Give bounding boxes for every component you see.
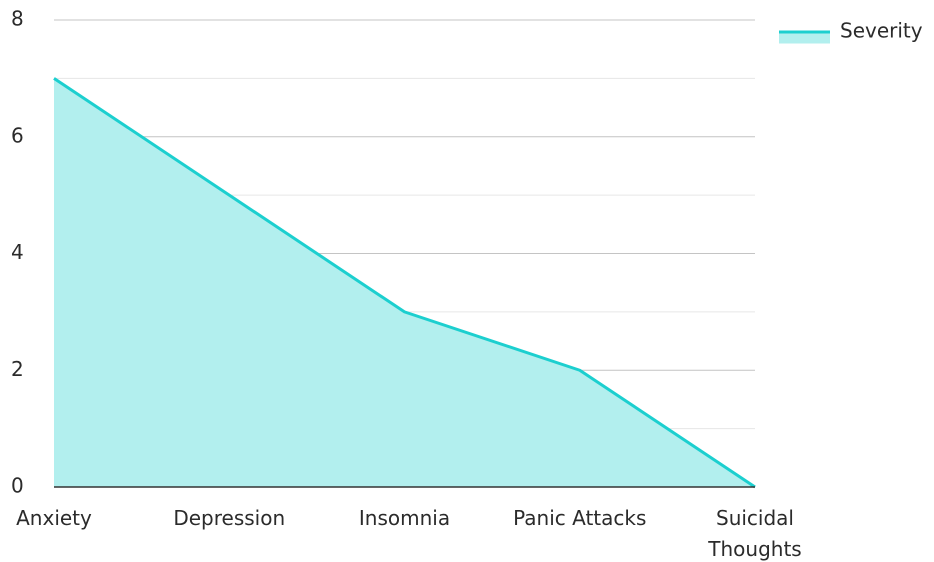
x-tick-label: Panic Attacks xyxy=(513,506,646,530)
y-axis-tick-labels: 0 2 4 6 8 xyxy=(11,7,24,498)
y-tick-label: 2 xyxy=(11,357,24,381)
y-tick-label: 4 xyxy=(11,240,24,264)
x-tick-label: Insomnia xyxy=(359,506,450,530)
x-axis-tick-labels: Anxiety Depression Insomnia Panic Attacks Su… xyxy=(16,506,802,561)
y-tick-label: 0 xyxy=(11,474,24,498)
legend-label: Severity xyxy=(840,19,923,43)
y-tick-label: 8 xyxy=(11,7,24,31)
legend-fill-swatch xyxy=(779,33,830,44)
plot-area xyxy=(53,77,756,489)
legend: Severity xyxy=(779,19,923,44)
x-tick-label: Suicidal Thoughts xyxy=(707,506,801,561)
x-tick-label: Depression xyxy=(173,506,285,530)
y-tick-label: 6 xyxy=(11,123,24,147)
x-tick-label: Anxiety xyxy=(16,506,92,530)
series-area-fill xyxy=(54,78,755,487)
